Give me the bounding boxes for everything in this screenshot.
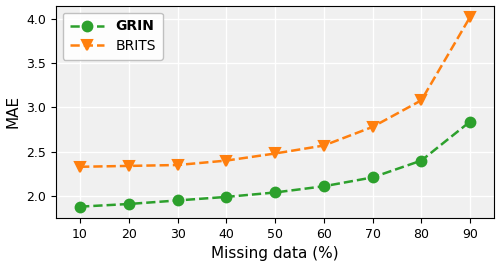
BRITS xyxy=(467,15,473,19)
GRIN xyxy=(467,120,473,123)
GRIN xyxy=(272,191,278,194)
Line: GRIN: GRIN xyxy=(75,117,475,211)
GRIN xyxy=(126,202,132,206)
BRITS xyxy=(174,163,180,167)
BRITS xyxy=(126,164,132,167)
GRIN xyxy=(321,185,327,188)
X-axis label: Missing data (%): Missing data (%) xyxy=(212,246,339,261)
GRIN xyxy=(224,195,230,198)
GRIN xyxy=(418,159,424,162)
Legend: GRIN, BRITS: GRIN, BRITS xyxy=(62,13,163,60)
GRIN xyxy=(370,176,376,179)
BRITS xyxy=(418,99,424,102)
GRIN xyxy=(174,199,180,202)
BRITS xyxy=(321,144,327,147)
GRIN xyxy=(77,205,83,208)
Y-axis label: MAE: MAE xyxy=(6,95,20,128)
Line: BRITS: BRITS xyxy=(75,12,475,172)
BRITS xyxy=(370,125,376,128)
BRITS xyxy=(272,152,278,155)
BRITS xyxy=(77,165,83,168)
BRITS xyxy=(224,159,230,162)
